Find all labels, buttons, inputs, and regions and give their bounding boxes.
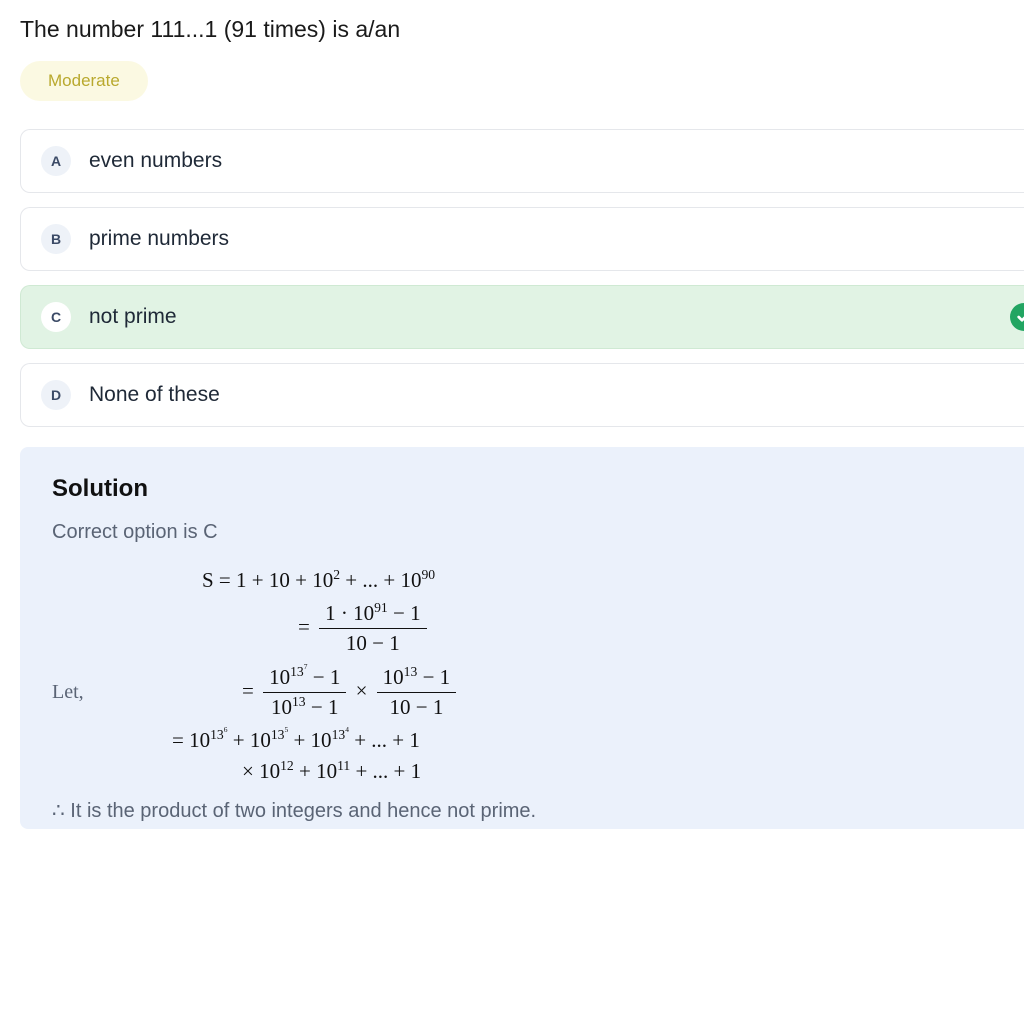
- option-text: None of these: [89, 383, 220, 407]
- solution-title: Solution: [52, 475, 992, 503]
- math-line-2: = 1 · 1091 − 1 10 − 1: [298, 601, 992, 656]
- option-text: even numbers: [89, 149, 222, 173]
- option-d[interactable]: D None of these: [20, 363, 1024, 427]
- option-c[interactable]: C not prime: [20, 285, 1024, 349]
- math-line-1: S = 1 + 10 + 102 + ... + 1090: [202, 568, 992, 593]
- math-line-4: = 10136 + 10135 + 10134 + ... + 1: [172, 728, 992, 753]
- option-text: prime numbers: [89, 227, 229, 251]
- option-a[interactable]: A even numbers: [20, 129, 1024, 193]
- check-icon: [1010, 303, 1024, 331]
- difficulty-badge: Moderate: [20, 61, 148, 101]
- solution-subtitle: Correct option is C: [52, 521, 992, 544]
- solution-panel: Solution Correct option is C S = 1 + 10 …: [20, 447, 1024, 829]
- options-list: A even numbers B prime numbers C not pri…: [20, 129, 1024, 427]
- question-text: The number 111...1 (91 times) is a/an: [20, 16, 1024, 43]
- math-line-3: Let, = 10137 − 1 1013 − 1 × 1013 − 1 10 …: [52, 665, 992, 720]
- let-label: Let,: [52, 680, 162, 704]
- option-letter: D: [41, 380, 71, 410]
- math-line-5: × 1012 + 1011 + ... + 1: [242, 759, 992, 784]
- option-text: not prime: [89, 305, 177, 329]
- option-letter: A: [41, 146, 71, 176]
- option-letter: B: [41, 224, 71, 254]
- option-letter: C: [41, 302, 71, 332]
- option-b[interactable]: B prime numbers: [20, 207, 1024, 271]
- solution-conclusion: ∴ It is the product of two integers and …: [52, 798, 992, 825]
